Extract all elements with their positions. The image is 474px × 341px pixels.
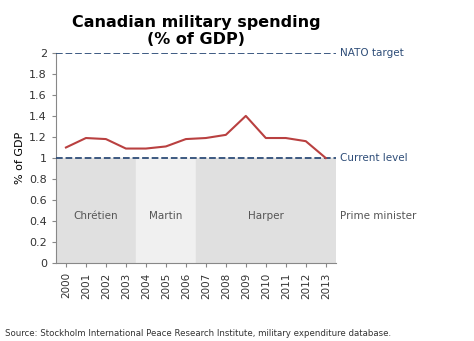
- Text: Harper: Harper: [248, 211, 284, 221]
- Bar: [196, 158, 336, 263]
- Bar: [136, 158, 196, 263]
- Y-axis label: % of GDP: % of GDP: [15, 132, 25, 184]
- Text: Martin: Martin: [149, 211, 182, 221]
- Bar: [56, 158, 136, 263]
- Text: Chrétien: Chrétien: [73, 211, 118, 221]
- Text: Prime minister: Prime minister: [340, 211, 417, 221]
- Title: Canadian military spending
(% of GDP): Canadian military spending (% of GDP): [72, 15, 320, 47]
- Text: NATO target: NATO target: [340, 48, 404, 58]
- Text: Source: Stockholm International Peace Research Institute, military expenditure d: Source: Stockholm International Peace Re…: [5, 329, 391, 338]
- Text: Current level: Current level: [340, 153, 408, 163]
